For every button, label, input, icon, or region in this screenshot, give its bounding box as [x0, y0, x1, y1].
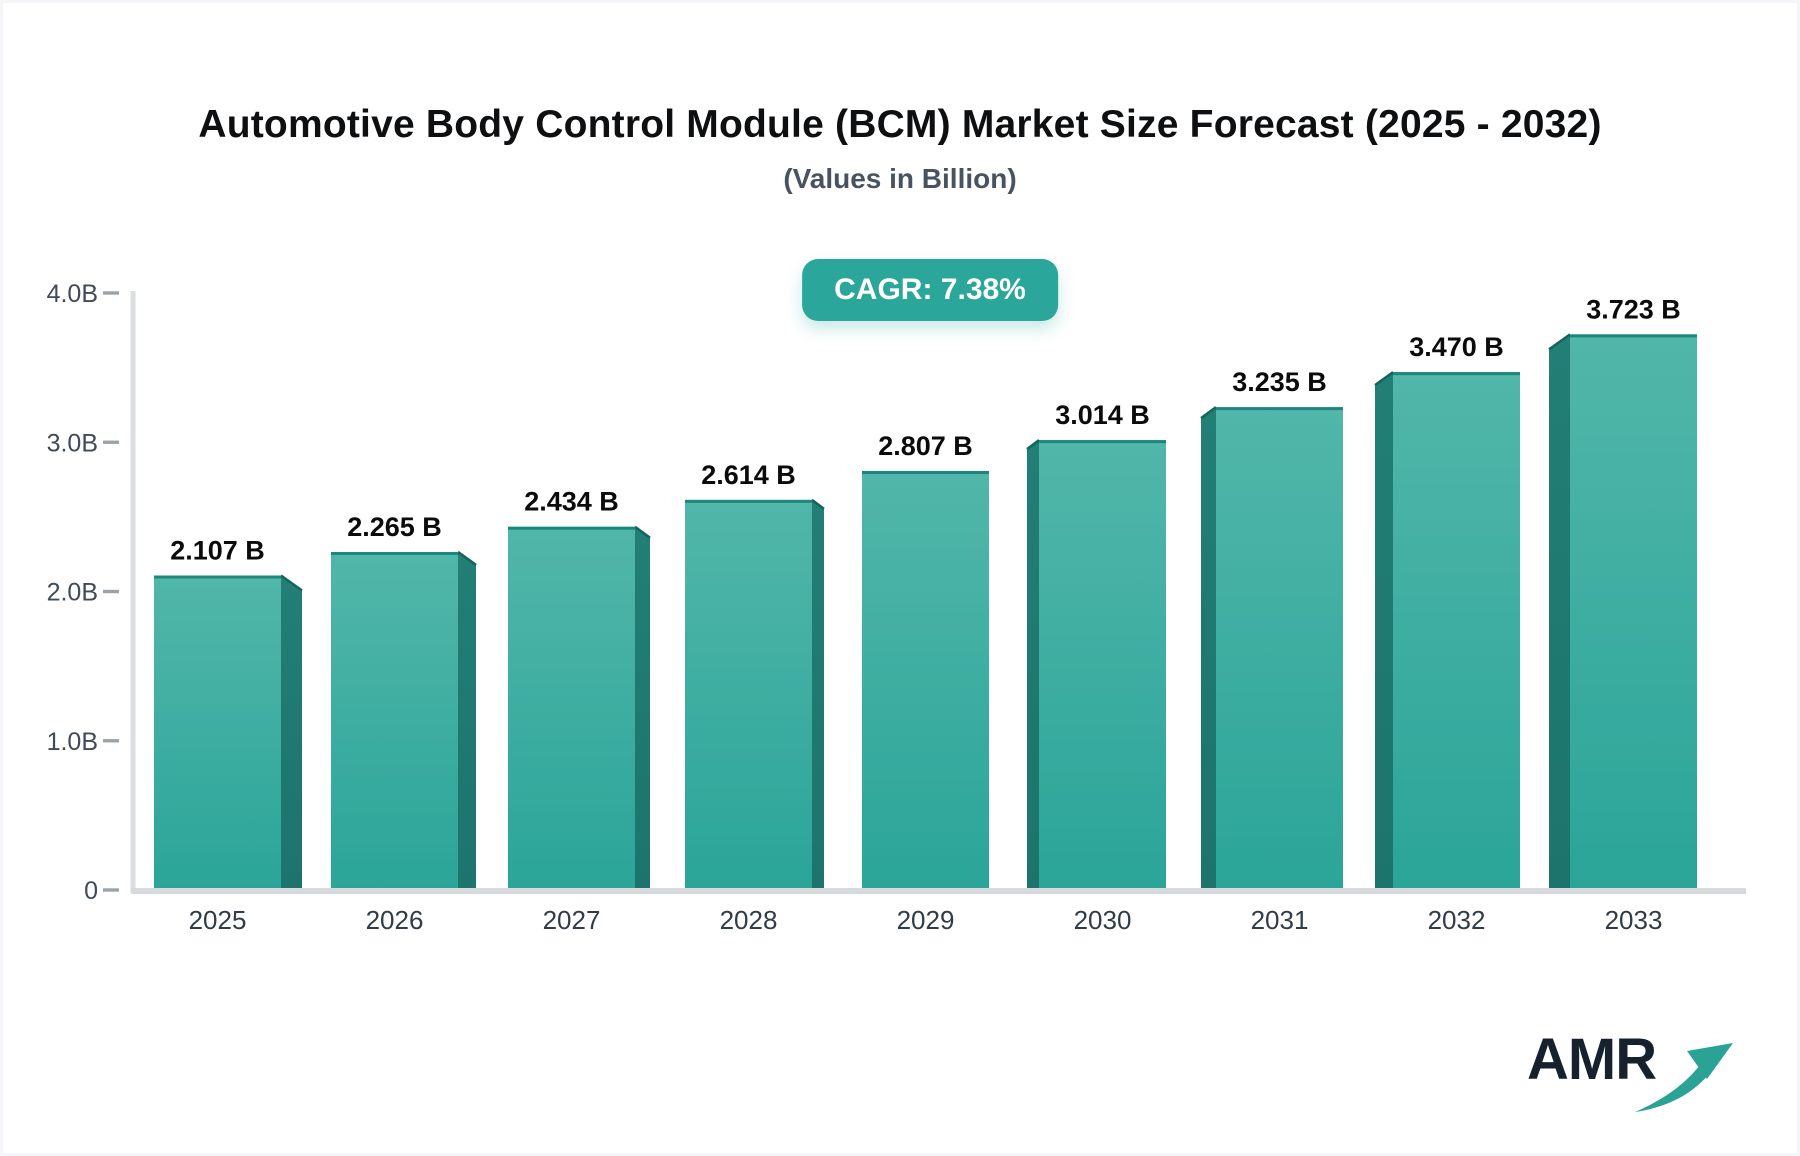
cagr-badge: CAGR: 7.38%: [802, 259, 1058, 321]
bar-side-face: [1549, 334, 1570, 890]
bar: [1393, 372, 1520, 890]
bar: [685, 499, 812, 890]
chart-title: Automotive Body Control Module (BCM) Mar…: [198, 103, 1602, 146]
x-axis-line: [131, 888, 1746, 894]
bar-side-face: [458, 551, 476, 890]
bar-value-label: 2.614 B: [701, 460, 796, 490]
bar-value-label: 2.434 B: [524, 487, 619, 517]
bar-side-top-edge: [1374, 371, 1394, 387]
bar: [1216, 407, 1343, 890]
y-axis-tick-label: 0: [84, 877, 98, 905]
bar: [508, 526, 635, 890]
bar-value-label: 3.235 B: [1232, 367, 1327, 397]
x-axis-category-label: 2028: [720, 905, 778, 935]
x-axis-category-label: 2027: [543, 905, 601, 935]
bar-side-top-edge: [811, 498, 825, 510]
bar-side-top-edge: [1026, 439, 1040, 451]
bar-side-top-edge: [1200, 406, 1217, 420]
bar-side-face: [1201, 407, 1216, 890]
bar-chart: 4.0B 3.0B 2.0B 1.0B 0 2.107 B 2025 2.265 B 2026 2…: [47, 280, 1746, 935]
bar-side-top-edge: [1548, 333, 1571, 351]
x-axis-category-label: 2033: [1605, 905, 1663, 935]
bar-side-top-edge: [457, 550, 477, 566]
bar-value-label: 2.107 B: [170, 536, 265, 566]
x-axis-category-label: 2025: [189, 905, 247, 935]
bar: [1039, 440, 1166, 890]
x-axis-category-label: 2029: [897, 905, 955, 935]
amr-logo-text: AMR: [1527, 1027, 1657, 1092]
bar-side-top-edge: [280, 574, 303, 592]
y-axis-line: [130, 291, 136, 893]
bar-side-face: [1375, 372, 1393, 890]
bar-side-face: [1027, 440, 1039, 890]
x-axis-category-label: 2031: [1251, 905, 1309, 935]
y-axis-tick-label: 4.0B: [47, 280, 98, 308]
y-axis-tick-label: 2.0B: [47, 579, 98, 607]
bar: [331, 551, 458, 890]
chart-subtitle: (Values in Billion): [783, 163, 1017, 194]
bar-value-label: 2.265 B: [347, 512, 442, 542]
amr-logo: AMR: [1527, 1027, 1733, 1123]
bar-value-label: 3.014 B: [1055, 400, 1150, 430]
bar: [154, 575, 281, 890]
y-axis-tick-label: 1.0B: [47, 728, 98, 756]
bar-value-label: 3.470 B: [1409, 332, 1504, 362]
bar: [862, 471, 989, 890]
bar-side-top-edge: [634, 525, 651, 539]
bar-value-label: 3.723 B: [1586, 294, 1681, 324]
x-axis-category-label: 2026: [366, 905, 424, 935]
bar-side-face: [281, 575, 302, 890]
y-axis-tick-label: 3.0B: [47, 429, 98, 457]
bar-value-label: 2.807 B: [878, 431, 973, 461]
bar-side-face: [812, 499, 824, 890]
bar: [1570, 334, 1697, 890]
x-axis-category-label: 2032: [1428, 905, 1486, 935]
x-axis-category-label: 2030: [1074, 905, 1132, 935]
growth-arrow-icon: [1635, 1043, 1733, 1112]
bar-side-face: [635, 526, 650, 890]
